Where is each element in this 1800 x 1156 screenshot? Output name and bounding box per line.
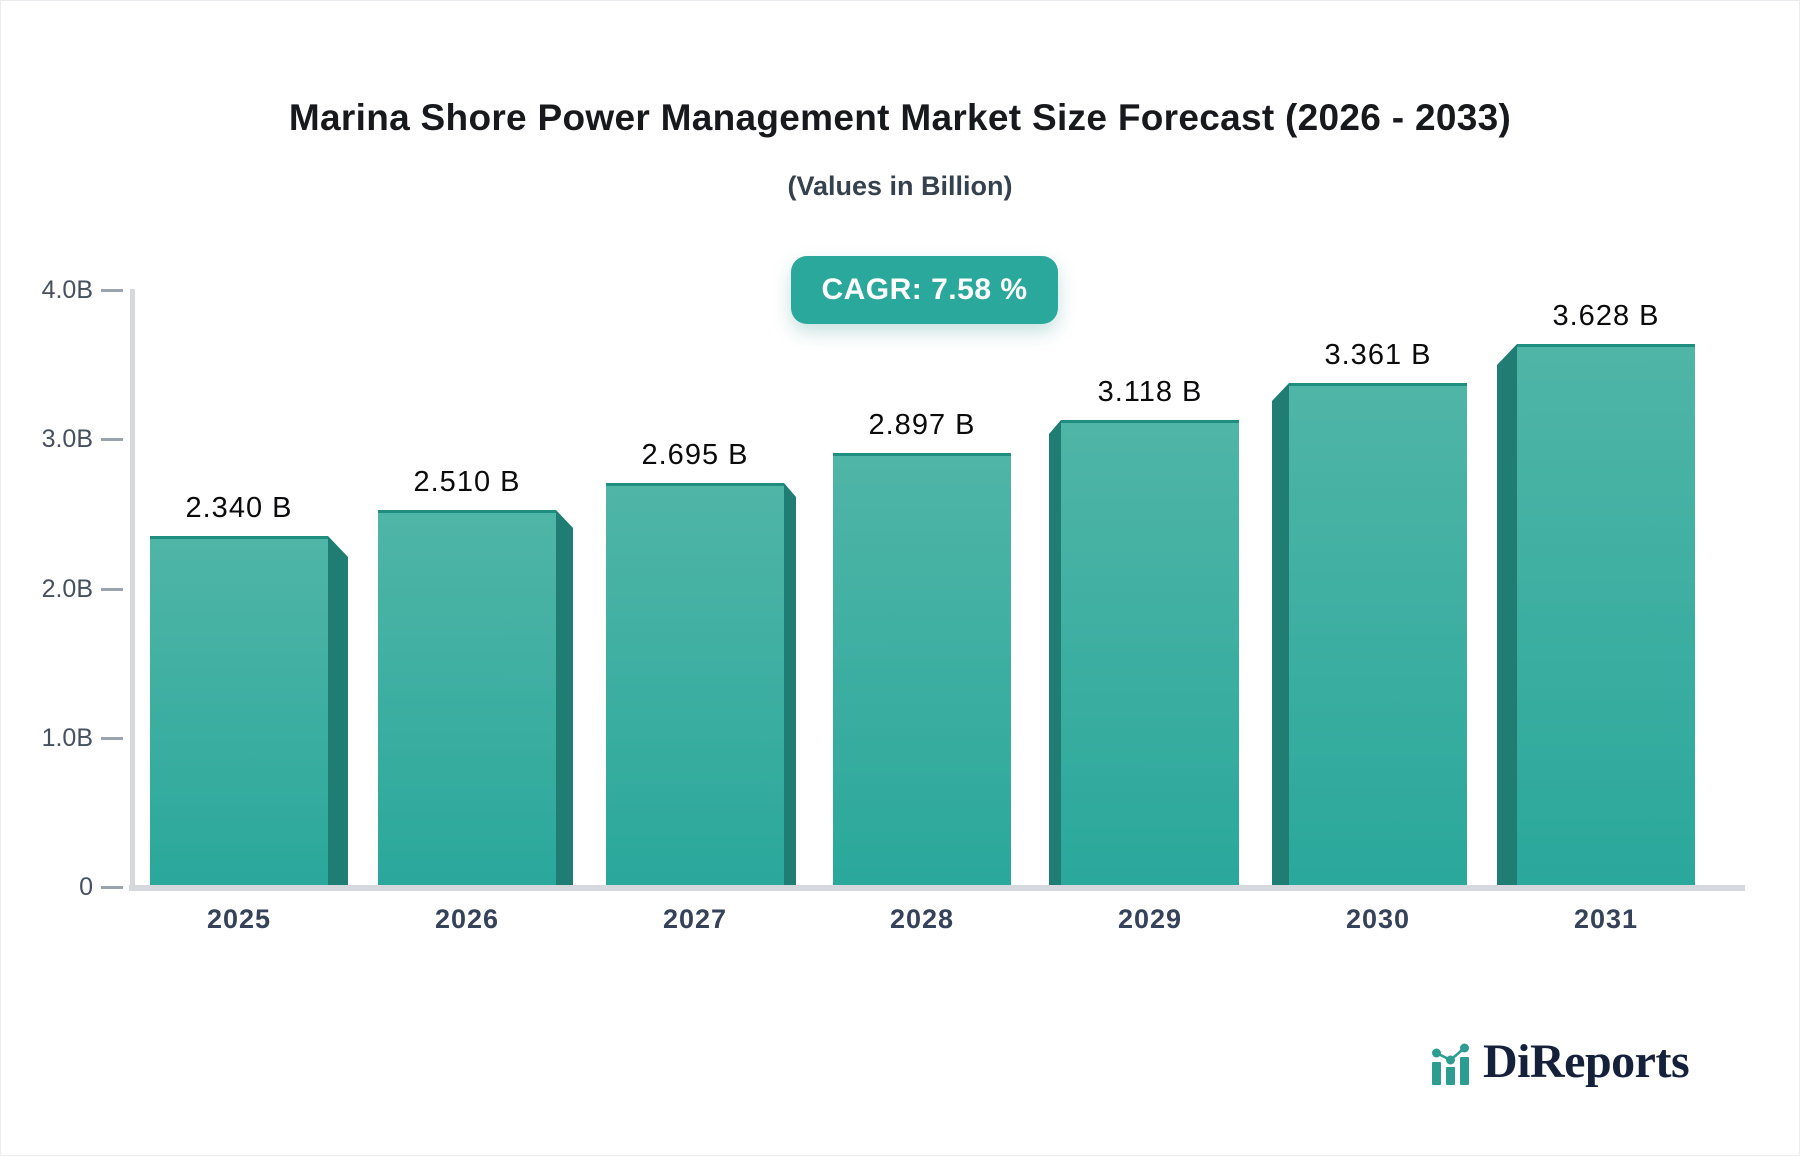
y-tick-mark xyxy=(101,886,123,889)
bar-2030 xyxy=(1289,383,1467,885)
bar-3d-side xyxy=(556,510,573,885)
y-tick-mark xyxy=(101,736,123,740)
x-axis-label: 2027 xyxy=(662,904,728,934)
bar-2025 xyxy=(150,536,328,885)
x-axis-label: 2025 xyxy=(206,904,272,934)
chart-subtitle: (Values in Billion) xyxy=(787,171,1013,201)
bar-value-label: 2.340 B xyxy=(185,492,293,524)
bar-value-label: 3.628 B xyxy=(1552,300,1660,332)
y-tick-label: 3.0B xyxy=(41,425,93,454)
cagr-badge: CAGR: 7.58 % xyxy=(791,256,1058,324)
x-axis-label: 2030 xyxy=(1345,904,1411,934)
bar-3d-side xyxy=(1272,383,1289,885)
bar-3d-side xyxy=(328,536,348,885)
cagr-badge-label: CAGR: 7.58 % xyxy=(821,273,1028,306)
y-tick-label: 0 xyxy=(79,873,93,901)
bar-2029 xyxy=(1061,420,1239,885)
bar-value-label: 3.118 B xyxy=(1097,376,1203,408)
y-tick-mark xyxy=(101,587,123,591)
y-axis-line xyxy=(130,289,135,888)
x-axis-label: 2028 xyxy=(889,904,955,934)
y-tick-mark xyxy=(101,289,123,292)
bar-3d-side xyxy=(784,483,796,885)
direports-logo: DiReports xyxy=(1429,1029,1690,1093)
bar-3d-side xyxy=(1049,420,1061,885)
y-tick-label: 2.0B xyxy=(41,574,93,603)
mini-bar-line-chart-icon xyxy=(1432,1043,1469,1085)
x-axis-line xyxy=(129,885,1745,891)
x-axis-label: 2031 xyxy=(1573,904,1639,934)
y-tick-label: 1.0B xyxy=(41,723,93,752)
bar-2026 xyxy=(378,510,556,885)
y-tick-label: 4.0B xyxy=(41,276,93,304)
bar-2027 xyxy=(606,483,784,885)
y-tick-mark xyxy=(101,438,123,442)
bar-value-label: 2.897 B xyxy=(868,409,976,441)
bar-value-label: 2.695 B xyxy=(641,439,749,471)
bar-2028 xyxy=(833,453,1011,885)
bar-2031 xyxy=(1517,344,1695,885)
bar-3d-side xyxy=(1497,344,1517,885)
logo-text: DiReports xyxy=(1483,1034,1690,1088)
bar-value-label: 3.361 B xyxy=(1324,339,1432,371)
x-axis-label: 2026 xyxy=(434,904,500,934)
bar-value-label: 2.510 B xyxy=(413,466,521,498)
x-axis-label: 2029 xyxy=(1117,904,1183,934)
chart-title: Marina Shore Power Management Market Siz… xyxy=(288,97,1512,138)
